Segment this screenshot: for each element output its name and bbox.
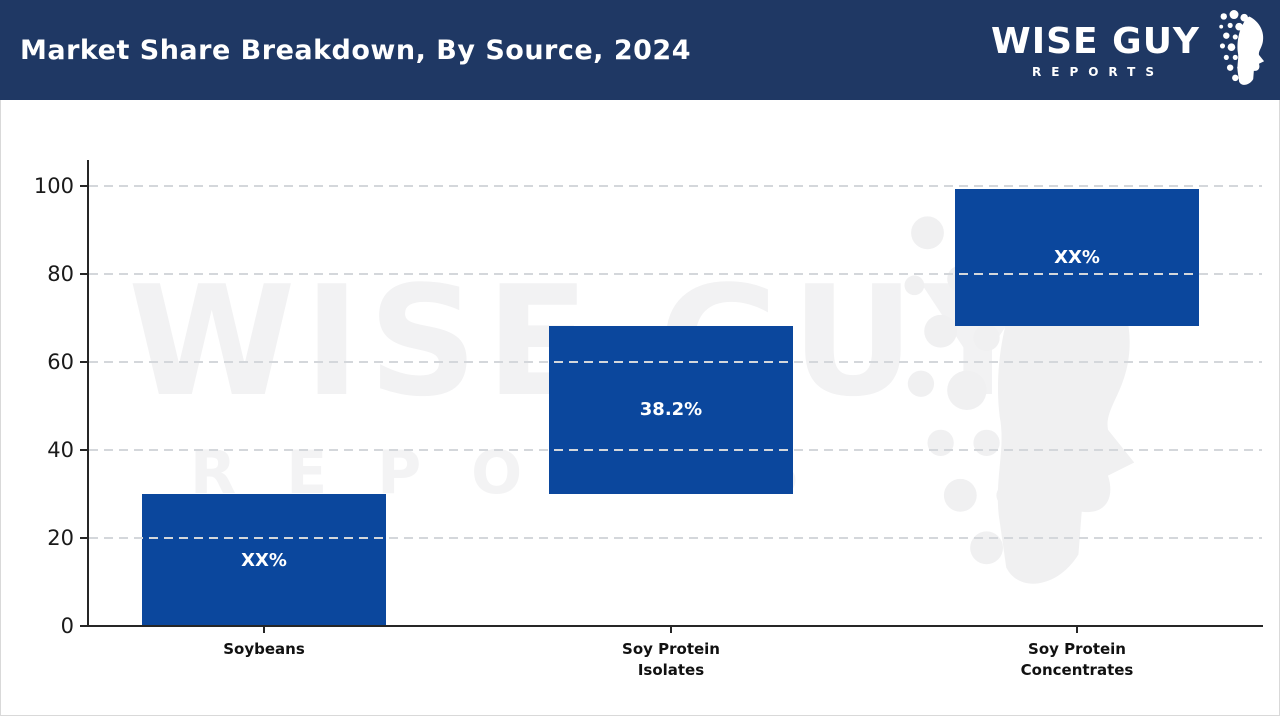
- y-axis-tick: [80, 361, 87, 363]
- brand-logo-text: WISE GUY REPORTS: [991, 22, 1200, 80]
- x-axis-category-label: Soybeans: [223, 640, 305, 658]
- x-axis-category-label: Soy Protein Isolates: [622, 640, 720, 679]
- x-axis-tick: [1076, 627, 1078, 633]
- bar-soy-protein-isolates: 38.2%: [549, 325, 793, 494]
- gridline: [89, 537, 1262, 539]
- y-axis-tick-label: 20: [47, 526, 74, 550]
- y-axis-tick-label: 100: [33, 174, 74, 198]
- y-axis-tick: [80, 185, 87, 187]
- bar-value-label: XX%: [241, 549, 287, 571]
- gridline: [89, 185, 1262, 187]
- header-bar: Market Share Breakdown, By Source, 2024 …: [0, 0, 1280, 100]
- gridline: [89, 449, 1262, 451]
- bar-value-label: XX%: [1054, 246, 1100, 268]
- bar-soybeans: XX%: [142, 494, 386, 626]
- y-axis-tick-label: 60: [47, 350, 74, 374]
- face-profile-icon: [1219, 10, 1265, 85]
- brand-logo-name: WISE GUY: [990, 21, 1200, 62]
- y-axis-tick: [80, 625, 87, 627]
- bar-value-label: 38.2%: [639, 399, 703, 421]
- brand-logo-sub: REPORTS: [1032, 65, 1164, 79]
- y-axis-tick: [80, 273, 87, 275]
- bar-soy-protein-concentrates: XX%: [955, 189, 1199, 326]
- y-axis-tick-label: 80: [47, 262, 74, 286]
- page-title: Market Share Breakdown, By Source, 2024: [20, 34, 691, 66]
- y-axis-tick-label: 0: [60, 614, 74, 638]
- x-axis-tick: [670, 627, 672, 633]
- y-axis-line: [87, 159, 89, 627]
- y-axis-tick: [80, 449, 87, 451]
- brand-logo: WISE GUY REPORTS: [991, 6, 1266, 96]
- y-axis-tick-label: 40: [47, 438, 74, 462]
- gridline: [89, 361, 1262, 363]
- gridline: [89, 273, 1262, 275]
- x-axis-line: [87, 625, 1263, 627]
- x-axis-category-label: Soy Protein Concentrates: [1020, 640, 1134, 679]
- y-axis-tick: [80, 537, 87, 539]
- x-axis-tick: [263, 627, 265, 633]
